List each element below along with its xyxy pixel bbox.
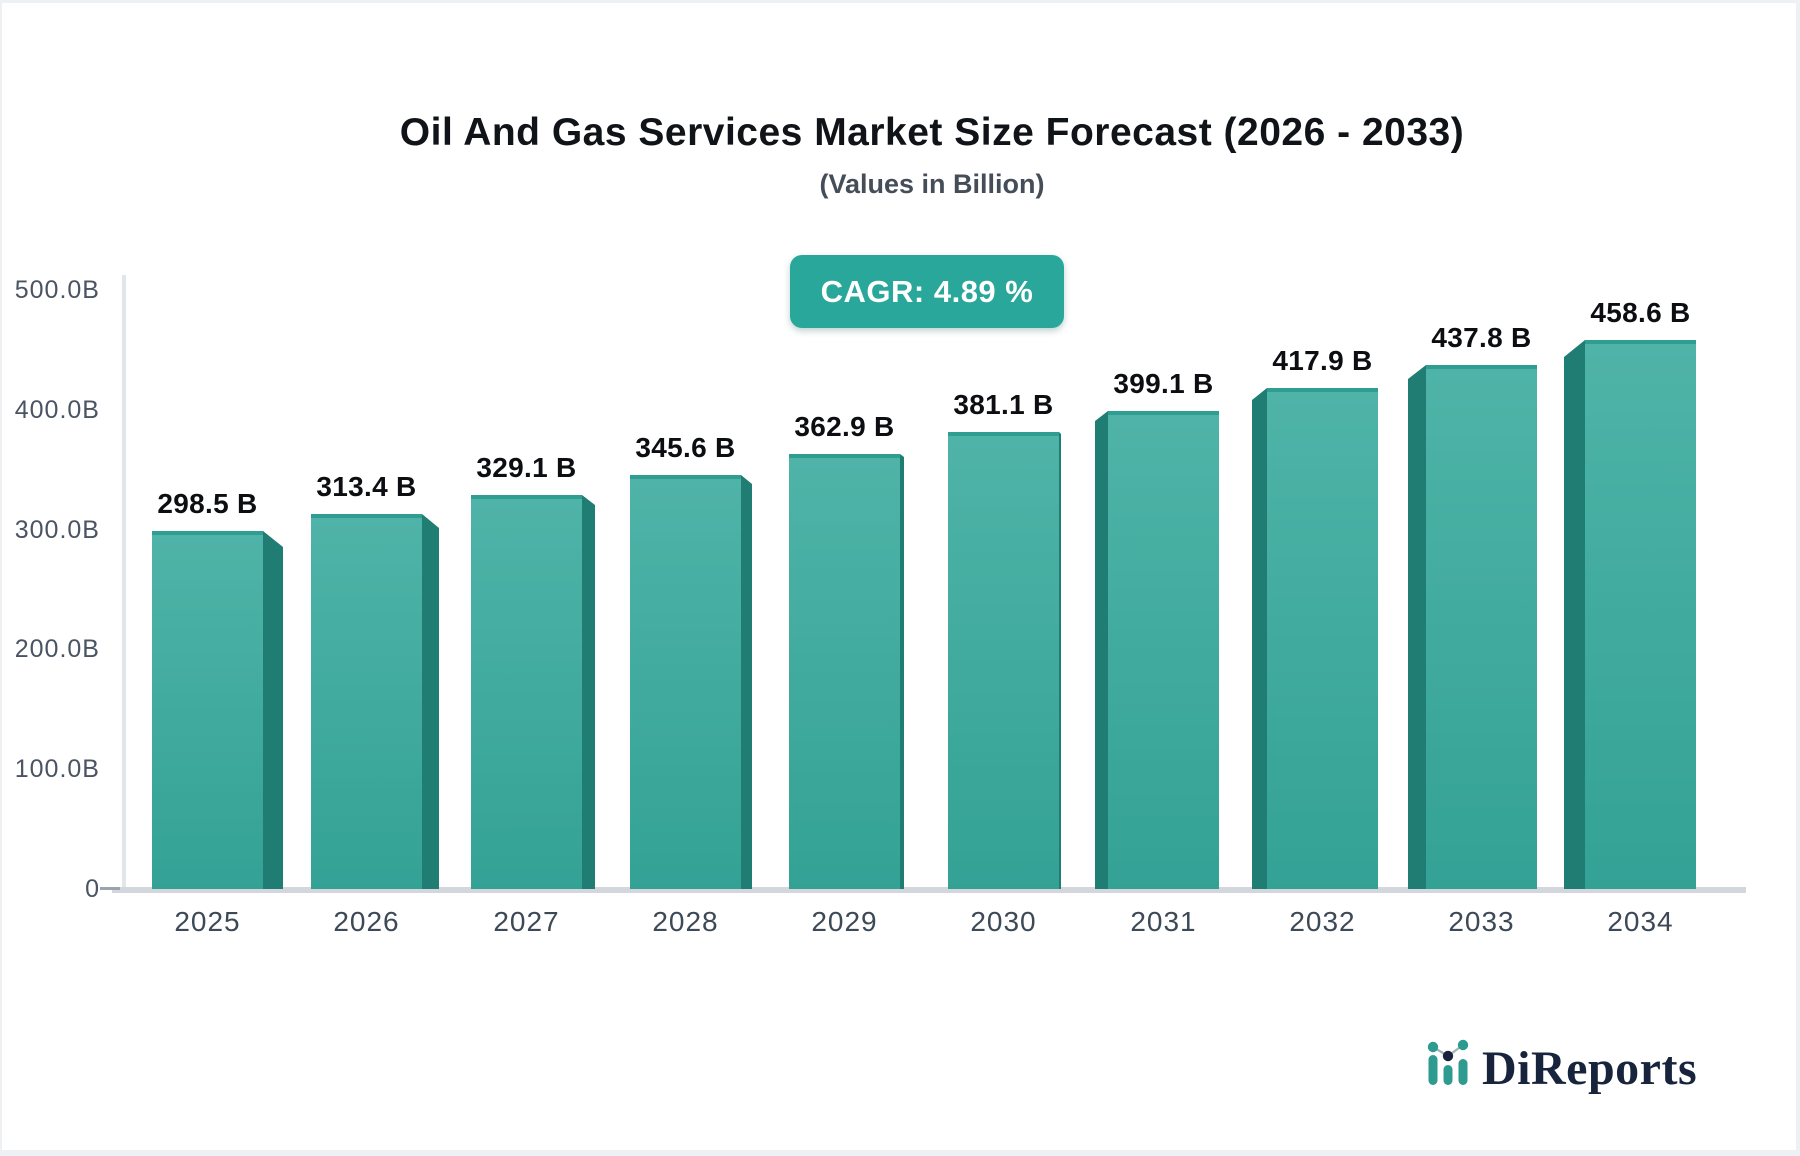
cagr-badge: CAGR: 4.89 % xyxy=(790,255,1064,328)
y-axis-label: 300.0B xyxy=(14,516,100,544)
bar-value-label: 345.6 B xyxy=(635,432,736,463)
bar-side-3d xyxy=(263,531,283,889)
chart-subtitle: (Values in Billion) xyxy=(819,169,1045,199)
plot-area: 298.5 B 2025 313.4 B 2026 329.1 B 2027 345.6 B… xyxy=(2,3,1796,1150)
bar-value-label: 458.6 B xyxy=(1590,297,1691,328)
bar-side-3d xyxy=(1059,432,1061,889)
bar-value-label: 362.9 B xyxy=(794,411,895,442)
y-axis-label: 500.0B xyxy=(14,276,100,304)
x-axis-label: 2027 xyxy=(493,906,560,937)
bar-2028 xyxy=(630,475,741,889)
bar-side-3d xyxy=(1408,365,1426,889)
bar-side-3d xyxy=(422,514,439,889)
bar-value-label: 399.1 B xyxy=(1113,368,1214,399)
bar-2034 xyxy=(1585,340,1696,889)
direports-logo: DiReports xyxy=(1426,1035,1726,1115)
x-axis-label: 2028 xyxy=(652,906,719,937)
y-axis-label: 400.0B xyxy=(14,396,100,424)
bar-2031 xyxy=(1108,411,1219,889)
bar-side-3d xyxy=(900,454,904,889)
bar-side-3d xyxy=(741,475,752,889)
bar-2030 xyxy=(948,432,1059,889)
bar-2033 xyxy=(1426,365,1537,889)
bar-side-3d xyxy=(1095,411,1108,889)
chart-canvas: Oil And Gas Services Market Size Forecas… xyxy=(2,3,1796,1150)
x-axis-label: 2034 xyxy=(1607,906,1674,937)
bar-value-label: 298.5 B xyxy=(157,488,258,519)
x-axis-label: 2033 xyxy=(1448,906,1515,937)
x-axis-label: 2026 xyxy=(333,906,400,937)
x-axis-label: 2032 xyxy=(1289,906,1356,937)
bar-2029 xyxy=(789,454,900,889)
x-axis-label: 2031 xyxy=(1130,906,1197,937)
y-axis-label: 100.0B xyxy=(14,755,100,783)
zero-tick-mark xyxy=(100,887,120,890)
bar-side-3d xyxy=(1564,340,1585,889)
bar-2026 xyxy=(311,514,422,889)
chart-title: Oil And Gas Services Market Size Forecas… xyxy=(399,111,1465,154)
x-axis-baseline xyxy=(112,887,1746,893)
cagr-badge-label: CAGR: 4.89 % xyxy=(820,273,1034,309)
bar-2025 xyxy=(152,531,263,889)
bar-side-3d xyxy=(582,495,595,889)
bar-value-label: 313.4 B xyxy=(316,471,417,502)
bar-side-3d xyxy=(1252,388,1267,889)
bar-2027 xyxy=(471,495,582,889)
direports-logo-text: DiReports xyxy=(1482,1042,1698,1095)
bar-value-label: 329.1 B xyxy=(476,452,577,483)
mini-bar-chart-icon xyxy=(1427,1039,1469,1085)
bar-value-label: 381.1 B xyxy=(953,389,1054,420)
y-axis-label: 200.0B xyxy=(14,635,100,663)
x-axis-label: 2029 xyxy=(811,906,878,937)
y-axis-label: 0 xyxy=(85,875,100,903)
y-axis-line xyxy=(122,275,126,892)
bar-value-label: 437.8 B xyxy=(1431,322,1532,353)
x-axis-label: 2030 xyxy=(970,906,1037,937)
x-axis-label: 2025 xyxy=(174,906,241,937)
bar-value-label: 417.9 B xyxy=(1272,345,1373,376)
bar-2032 xyxy=(1267,388,1378,889)
